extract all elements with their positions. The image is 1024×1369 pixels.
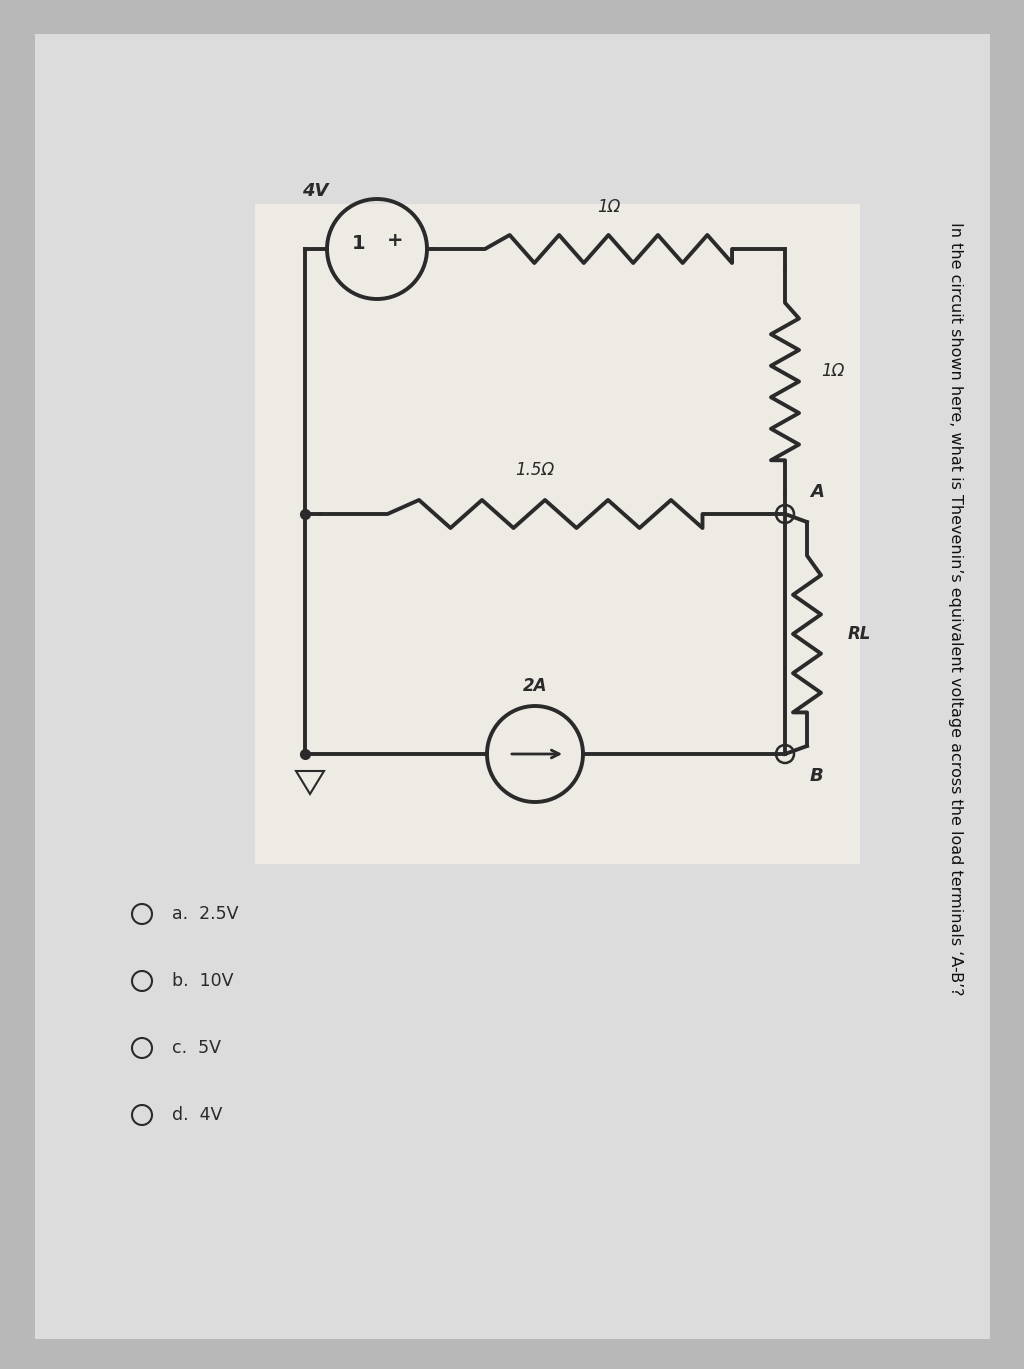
FancyBboxPatch shape [255, 204, 860, 864]
Text: a.  2.5V: a. 2.5V [172, 905, 239, 923]
Text: A: A [810, 483, 824, 501]
FancyBboxPatch shape [35, 34, 990, 1339]
Text: 1.5Ω: 1.5Ω [515, 461, 555, 479]
Text: 4V: 4V [302, 182, 328, 200]
Text: +: + [387, 231, 403, 251]
Text: 1: 1 [352, 234, 366, 253]
Text: B: B [810, 767, 824, 784]
Text: 1Ω: 1Ω [821, 363, 845, 381]
Text: d.  4V: d. 4V [172, 1106, 222, 1124]
Text: c.  5V: c. 5V [172, 1039, 221, 1057]
Text: 2A: 2A [522, 678, 547, 695]
Text: 1Ω: 1Ω [597, 199, 621, 216]
Text: In the circuit shown here, what is Thevenin’s equivalent voltage across the load: In the circuit shown here, what is Theve… [947, 222, 963, 995]
Text: b.  10V: b. 10V [172, 972, 233, 990]
Text: RL: RL [847, 626, 870, 643]
